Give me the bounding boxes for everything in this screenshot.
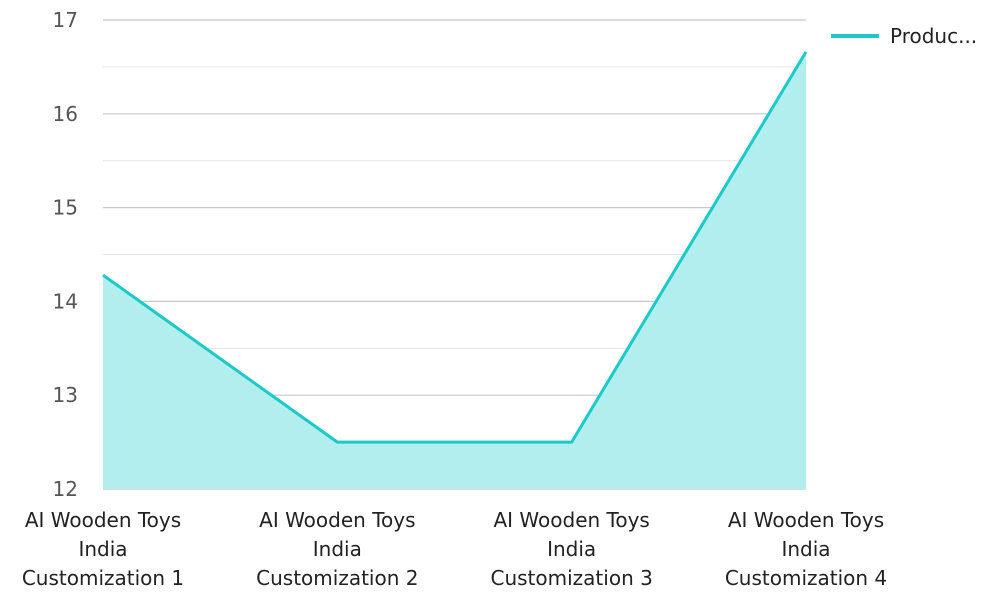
legend-label: Produc... [890,24,977,48]
y-tick-label: 16 [53,102,78,126]
series-line [102,51,808,444]
x-category-label: AI Wooden Toys India Customization 1 [22,508,184,590]
y-tick-label: 12 [53,477,78,501]
series-area-fill [103,51,806,489]
x-category-label: AI Wooden Toys India Customization 3 [491,508,653,590]
y-tick-label: 14 [53,289,78,313]
x-axis-categories: AI Wooden Toys India Customization 1 AI Woo… [22,508,887,590]
legend[interactable]: Produc... [831,24,977,48]
y-tick-label: 15 [53,196,78,220]
y-axis-ticks: 12 13 14 15 16 17 [53,8,78,501]
x-category-label: AI Wooden Toys India Customization 2 [256,508,418,590]
y-tick-label: 13 [53,383,78,407]
x-category-label: AI Wooden Toys India Customization 4 [725,508,887,590]
y-tick-label: 17 [53,8,78,32]
